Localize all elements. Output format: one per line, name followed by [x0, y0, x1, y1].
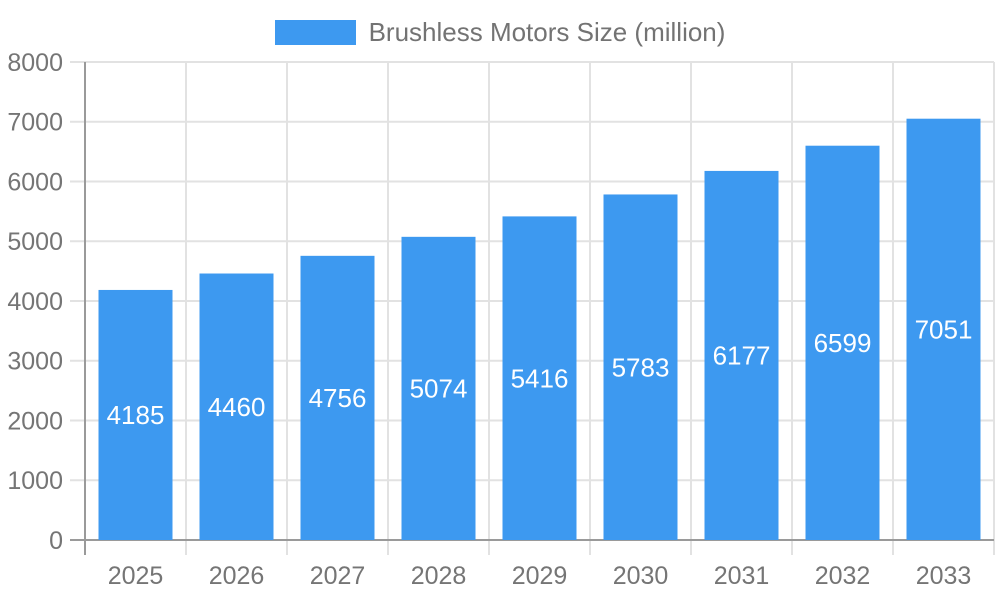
x-tick-label: 2026: [209, 562, 265, 590]
x-tick-label: 2028: [411, 562, 467, 590]
bar-value-label: 4756: [309, 383, 367, 413]
bar-2032[interactable]: [805, 145, 880, 540]
bar-value-label: 4185: [107, 400, 165, 430]
bar-2033[interactable]: [906, 118, 981, 540]
legend-label: Brushless Motors Size (million): [368, 17, 726, 47]
y-tick-label: 8000: [7, 49, 63, 77]
bar-value-label: 6599: [814, 328, 872, 358]
y-tick-label: 3000: [7, 348, 63, 376]
y-tick-label: 2000: [7, 407, 63, 435]
bar-2028[interactable]: [401, 236, 476, 541]
bar-value-label: 5074: [410, 374, 468, 404]
legend-swatch: [274, 20, 356, 45]
y-tick-label: 4000: [7, 288, 63, 316]
bar-value-label: 7051: [915, 314, 973, 344]
y-tick-label: 6000: [7, 168, 63, 196]
bar-2025[interactable]: [98, 289, 173, 540]
bar-value-label: 4460: [208, 392, 266, 422]
bar-value-label: 6177: [713, 341, 771, 371]
y-tick-label: 7000: [7, 109, 63, 137]
x-tick-label: 2027: [310, 562, 366, 590]
bar-2029[interactable]: [502, 216, 577, 541]
bar-2026[interactable]: [199, 273, 274, 540]
x-tick-label: 2030: [613, 562, 669, 590]
bar-value-label: 5416: [511, 363, 569, 393]
bar-2031[interactable]: [704, 170, 779, 540]
chart-legend[interactable]: Brushless Motors Size (million): [0, 19, 1000, 46]
bar-2027[interactable]: [300, 255, 375, 541]
x-tick-label: 2032: [815, 562, 871, 590]
x-tick-label: 2033: [916, 562, 972, 590]
y-tick-label: 0: [49, 527, 63, 555]
x-tick-label: 2029: [512, 562, 568, 590]
x-tick-label: 2031: [714, 562, 770, 590]
bar-2030[interactable]: [603, 194, 678, 540]
y-tick-label: 1000: [7, 467, 63, 495]
y-tick-label: 5000: [7, 228, 63, 256]
x-tick-label: 2025: [108, 562, 164, 590]
bar-value-label: 5783: [612, 352, 670, 382]
